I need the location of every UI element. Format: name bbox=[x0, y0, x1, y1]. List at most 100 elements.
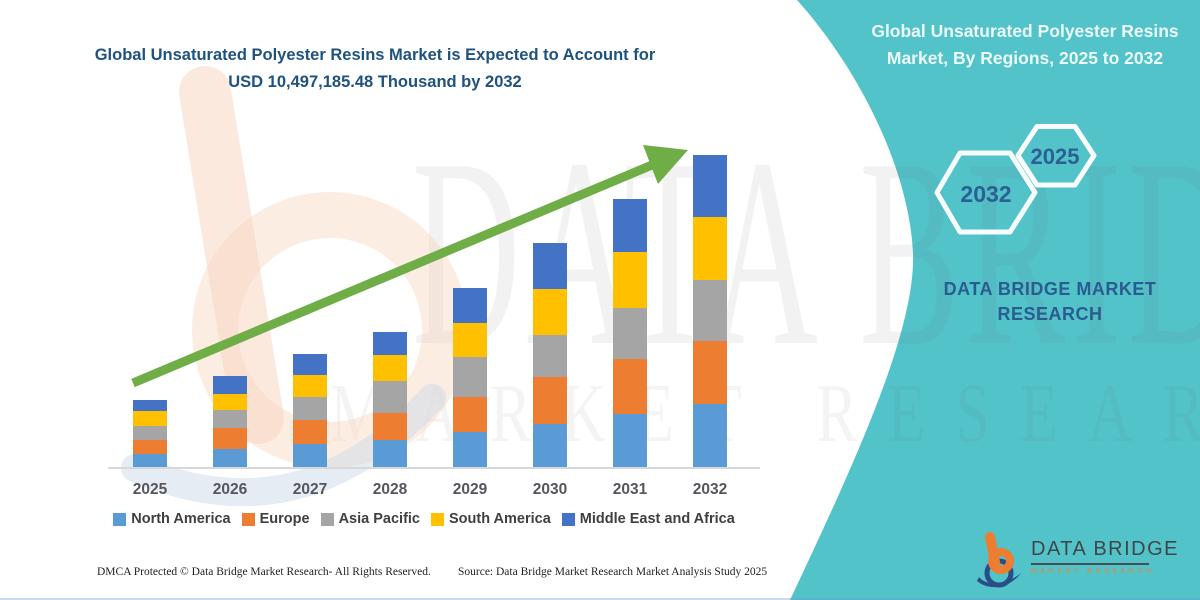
bar-segment-2025-south-america bbox=[133, 411, 167, 426]
page-title: Global Unsaturated Polyester Resins Mark… bbox=[55, 42, 695, 95]
bar-segment-2030-south-america bbox=[533, 288, 567, 336]
x-tick-2025: 2025 bbox=[132, 481, 168, 498]
bar-2029 bbox=[453, 288, 487, 467]
page-title-line2: USD 10,497,185.48 Thousand by 2032 bbox=[228, 72, 522, 91]
trend-arrow-head bbox=[643, 145, 688, 184]
legend-label: South America bbox=[449, 511, 551, 527]
logo-subtitle: MARKET RESEARCH bbox=[1031, 567, 1155, 575]
teal-panel-shape bbox=[790, 0, 1200, 600]
legend-label: Middle East and Africa bbox=[579, 511, 735, 527]
bar-segment-2029-europe bbox=[453, 397, 487, 432]
trend-arrow-shaft bbox=[131, 160, 654, 388]
watermark-b-stem bbox=[179, 66, 284, 444]
page-title-line1: Global Unsaturated Polyester Resins Mark… bbox=[94, 46, 656, 64]
bar-segment-2031-north-america bbox=[613, 413, 647, 467]
bar-2030 bbox=[533, 242, 567, 467]
bar-segment-2030-middle-east-and-africa bbox=[533, 242, 567, 289]
bar-segment-2025-middle-east-and-africa bbox=[133, 399, 167, 412]
bar-segment-2025-north-america bbox=[133, 454, 167, 467]
bar-segment-2030-north-america bbox=[533, 423, 567, 467]
legend-item-middle-east-and-africa: Middle East and Africa bbox=[561, 511, 735, 527]
bar-segment-2029-middle-east-and-africa bbox=[453, 288, 487, 323]
x-axis-line bbox=[108, 467, 760, 469]
legend-swatch bbox=[431, 512, 444, 526]
x-tick-2028: 2028 bbox=[372, 481, 408, 498]
legend-item-asia-pacific: Asia Pacific bbox=[320, 511, 420, 527]
bar-segment-2027-south-america bbox=[293, 375, 327, 398]
bar-2028 bbox=[373, 332, 407, 467]
legend-item-europe: Europe bbox=[241, 511, 310, 527]
legend-swatch bbox=[561, 512, 575, 526]
bar-segment-2030-asia-pacific bbox=[533, 335, 567, 377]
bar-segment-2031-asia-pacific bbox=[613, 308, 647, 359]
hexagon-2025-outline bbox=[1015, 124, 1097, 188]
bar-segment-2030-europe bbox=[533, 376, 567, 424]
bar-segment-2032-middle-east-and-africa bbox=[693, 154, 727, 217]
panel-wordmark-line2: RESEARCH bbox=[997, 304, 1103, 324]
panel-wordmark-line1: DATA BRIDGE MARKET bbox=[943, 279, 1157, 299]
dmca-note: DMCA Protected © Data Bridge Market Rese… bbox=[97, 566, 431, 578]
source-note: Source: Data Bridge Market Research Mark… bbox=[458, 566, 768, 578]
databridge-logo: DATA BRIDGE MARKET RESEARCH bbox=[975, 531, 1179, 593]
watermark-b-bowl bbox=[192, 192, 468, 468]
bottom-accent-strip bbox=[0, 598, 1200, 600]
bar-segment-2031-south-america bbox=[613, 252, 647, 309]
bar-segment-2028-north-america bbox=[373, 440, 407, 467]
chart-legend: North America Europe Asia Pacific South Ame… bbox=[90, 511, 758, 527]
bar-2025 bbox=[133, 399, 167, 467]
bar-2026 bbox=[213, 376, 247, 467]
bar-segment-2032-south-america bbox=[693, 216, 727, 281]
bar-segment-2032-north-america bbox=[693, 404, 727, 467]
bar-segment-2032-asia-pacific bbox=[693, 280, 727, 342]
bar-segment-2027-asia-pacific bbox=[293, 397, 327, 421]
bar-segment-2028-south-america bbox=[373, 355, 407, 382]
logo-rule bbox=[1031, 563, 1149, 565]
bar-segment-2027-north-america bbox=[293, 443, 327, 467]
logo-b-bowl bbox=[988, 548, 1014, 574]
bar-segment-2025-europe bbox=[133, 439, 167, 454]
bar-2031 bbox=[613, 198, 647, 467]
legend-item-north-america: North America bbox=[113, 511, 231, 527]
bar-2027 bbox=[293, 354, 327, 467]
x-tick-2030: 2030 bbox=[532, 481, 568, 498]
bar-segment-2026-south-america bbox=[213, 393, 247, 411]
x-tick-2026: 2026 bbox=[212, 481, 248, 498]
bar-segment-2025-asia-pacific bbox=[133, 425, 167, 440]
x-tick-2031: 2031 bbox=[612, 481, 648, 498]
bar-segment-2031-middle-east-and-africa bbox=[613, 198, 647, 253]
legend-label: North America bbox=[131, 511, 231, 527]
bar-segment-2029-asia-pacific bbox=[453, 357, 487, 397]
hexagon-year-2025: 2025 bbox=[1030, 144, 1080, 169]
legend-label: Europe bbox=[259, 511, 310, 527]
bar-segment-2027-middle-east-and-africa bbox=[293, 354, 327, 376]
legend-swatch bbox=[241, 512, 255, 526]
bar-segment-2028-europe bbox=[373, 412, 407, 441]
bar-segment-2029-north-america bbox=[453, 432, 487, 467]
bar-segment-2029-south-america bbox=[453, 322, 487, 357]
x-tick-2032: 2032 bbox=[692, 481, 728, 498]
hexagon-year-2032: 2032 bbox=[960, 181, 1012, 207]
bar-segment-2026-north-america bbox=[213, 448, 247, 467]
databridge-logo-icon bbox=[977, 532, 1021, 588]
legend-label: Asia Pacific bbox=[338, 511, 420, 527]
x-tick-2029: 2029 bbox=[452, 481, 488, 498]
bar-segment-2028-middle-east-and-africa bbox=[373, 332, 407, 356]
bar-segment-2026-europe bbox=[213, 428, 247, 449]
legend-swatch bbox=[113, 512, 127, 526]
logo-swoosh bbox=[977, 573, 1021, 588]
legend-swatch bbox=[320, 512, 334, 526]
logo-name: DATA BRIDGE bbox=[1031, 538, 1180, 560]
bar-segment-2028-asia-pacific bbox=[373, 381, 407, 413]
bar-segment-2031-europe bbox=[613, 358, 647, 414]
panel-title: Global Unsaturated Polyester Resins Mark… bbox=[871, 21, 1179, 69]
bar-segment-2027-europe bbox=[293, 420, 327, 444]
hexagon-2032-outline bbox=[934, 150, 1038, 235]
legend-item-south-america: South America bbox=[431, 511, 551, 527]
bar-segment-2026-middle-east-and-africa bbox=[213, 376, 247, 394]
bar-2032 bbox=[693, 154, 727, 467]
